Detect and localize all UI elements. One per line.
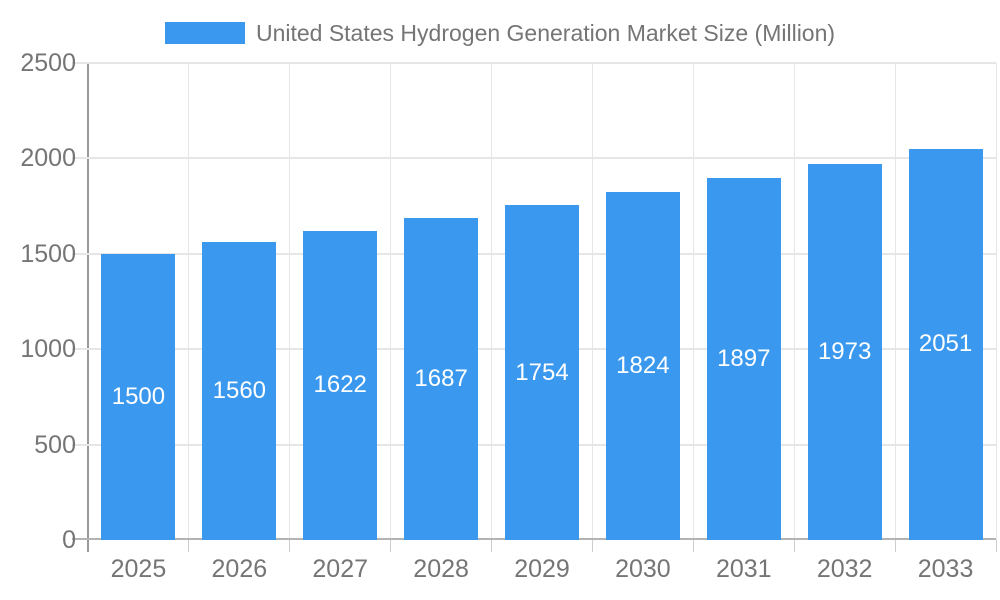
y-axis-labels: 0 500 1000 1500 2000 2500	[0, 49, 76, 554]
v-gridline	[692, 63, 694, 540]
bar: 1824	[605, 191, 680, 540]
bar-value-label: 1560	[212, 377, 267, 405]
x-tick-label: 2028	[413, 555, 469, 583]
bar: 1560	[202, 242, 277, 540]
v-gridline	[894, 63, 896, 540]
bar-value-label: 1622	[313, 371, 367, 399]
v-gridline	[390, 63, 392, 540]
y-tick-label: 1000	[20, 335, 76, 364]
bar-value-label: 2051	[918, 330, 973, 358]
x-axis-tick	[591, 540, 593, 552]
bar: 1622	[303, 230, 378, 540]
x-tick-label: 2033	[917, 555, 974, 583]
x-tick-label: 2027	[312, 555, 369, 583]
x-axis-labels: 2025 2026 2027 2028 2029 2030 2031 2032 2033	[88, 555, 996, 587]
y-axis-line	[87, 63, 89, 552]
legend-swatch	[164, 22, 245, 44]
y-tick-label: 0	[62, 526, 76, 554]
x-tick-label: 2026	[211, 555, 268, 583]
v-gridline	[793, 63, 795, 540]
plot-area: 1500 1560 1622 1687 1754 1824 1897 1973 2051	[72, 62, 997, 552]
bar-value-label: 1500	[111, 382, 166, 410]
y-tick-label: 2000	[20, 144, 76, 173]
x-axis-tick	[390, 540, 392, 552]
bar-value-label: 1973	[817, 337, 872, 365]
legend-label: United States Hydrogen Generation Market…	[255, 19, 836, 46]
bar: 1500	[101, 253, 176, 540]
x-axis-tick	[692, 540, 694, 552]
x-tick-label: 2030	[615, 555, 671, 583]
x-tick-label: 2032	[816, 555, 873, 583]
v-gridline	[491, 63, 493, 540]
v-gridline	[188, 63, 190, 540]
bar-value-label: 1824	[616, 351, 670, 379]
x-axis-tick	[793, 540, 795, 552]
y-tick-label: 500	[34, 430, 76, 459]
v-gridline	[995, 63, 997, 540]
x-axis-tick	[491, 540, 493, 552]
bar: 1897	[706, 178, 781, 540]
x-tick-label: 2029	[514, 555, 570, 583]
x-tick-label: 2031	[715, 555, 772, 583]
bar-value-label: 1754	[515, 358, 569, 386]
bar: 1687	[404, 218, 479, 540]
h-gridline	[72, 157, 996, 160]
x-axis-tick	[894, 540, 896, 552]
bar-value-label: 1687	[414, 365, 468, 393]
bar: 1754	[505, 205, 579, 540]
y-tick-label: 1500	[20, 239, 76, 268]
h-gridline	[72, 62, 996, 64]
x-tick-label: 2025	[110, 555, 167, 583]
x-axis-tick	[995, 540, 997, 552]
x-axis-tick	[188, 540, 190, 552]
bar-value-label: 1897	[717, 345, 771, 373]
chart-legend: United States Hydrogen Generation Market…	[0, 20, 1000, 46]
bar: 1973	[807, 163, 882, 540]
bar: 2051	[908, 148, 983, 540]
v-gridline	[289, 63, 291, 540]
y-tick-label: 2500	[20, 49, 76, 77]
x-axis-tick	[289, 540, 291, 552]
v-gridline	[591, 63, 593, 540]
